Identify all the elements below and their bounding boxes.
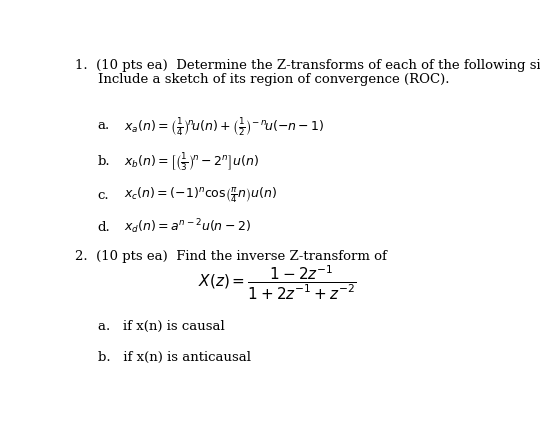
Text: $x_b(n) = \left[\left(\frac{1}{3}\right)^{\!n} - 2^n\right]u(n)$: $x_b(n) = \left[\left(\frac{1}{3}\right)…: [124, 151, 259, 173]
Text: b.   if x(n) is anticausal: b. if x(n) is anticausal: [98, 351, 251, 364]
Text: $x_d(n) = a^{n-2}u(n-2)$: $x_d(n) = a^{n-2}u(n-2)$: [124, 217, 251, 236]
Text: Include a sketch of its region of convergence (ROC).: Include a sketch of its region of conver…: [98, 73, 449, 87]
Text: $X(z) = \dfrac{1-2z^{-1}}{1+2z^{-1}+z^{-2}}$: $X(z) = \dfrac{1-2z^{-1}}{1+2z^{-1}+z^{-…: [198, 264, 356, 302]
Text: d.: d.: [98, 221, 110, 234]
Text: c.: c.: [98, 189, 109, 203]
Text: b.: b.: [98, 154, 110, 168]
Text: a.: a.: [98, 119, 110, 132]
Text: a.   if x(n) is causal: a. if x(n) is causal: [98, 320, 225, 333]
Text: $x_a(n) = \left(\frac{1}{4}\right)^{\!n}\!u(n) + \left(\frac{1}{2}\right)^{\!-n}: $x_a(n) = \left(\frac{1}{4}\right)^{\!n}…: [124, 116, 325, 138]
Text: 1.  (10 pts ea)  Determine the Z-transforms of each of the following signals.: 1. (10 pts ea) Determine the Z-transform…: [75, 59, 540, 72]
Text: 2.  (10 pts ea)  Find the inverse Z-transform of: 2. (10 pts ea) Find the inverse Z-transf…: [75, 251, 387, 263]
Text: $x_c(n) = (-1)^n \cos\!\left(\frac{\pi}{4}n\right)u(n)$: $x_c(n) = (-1)^n \cos\!\left(\frac{\pi}{…: [124, 186, 277, 205]
